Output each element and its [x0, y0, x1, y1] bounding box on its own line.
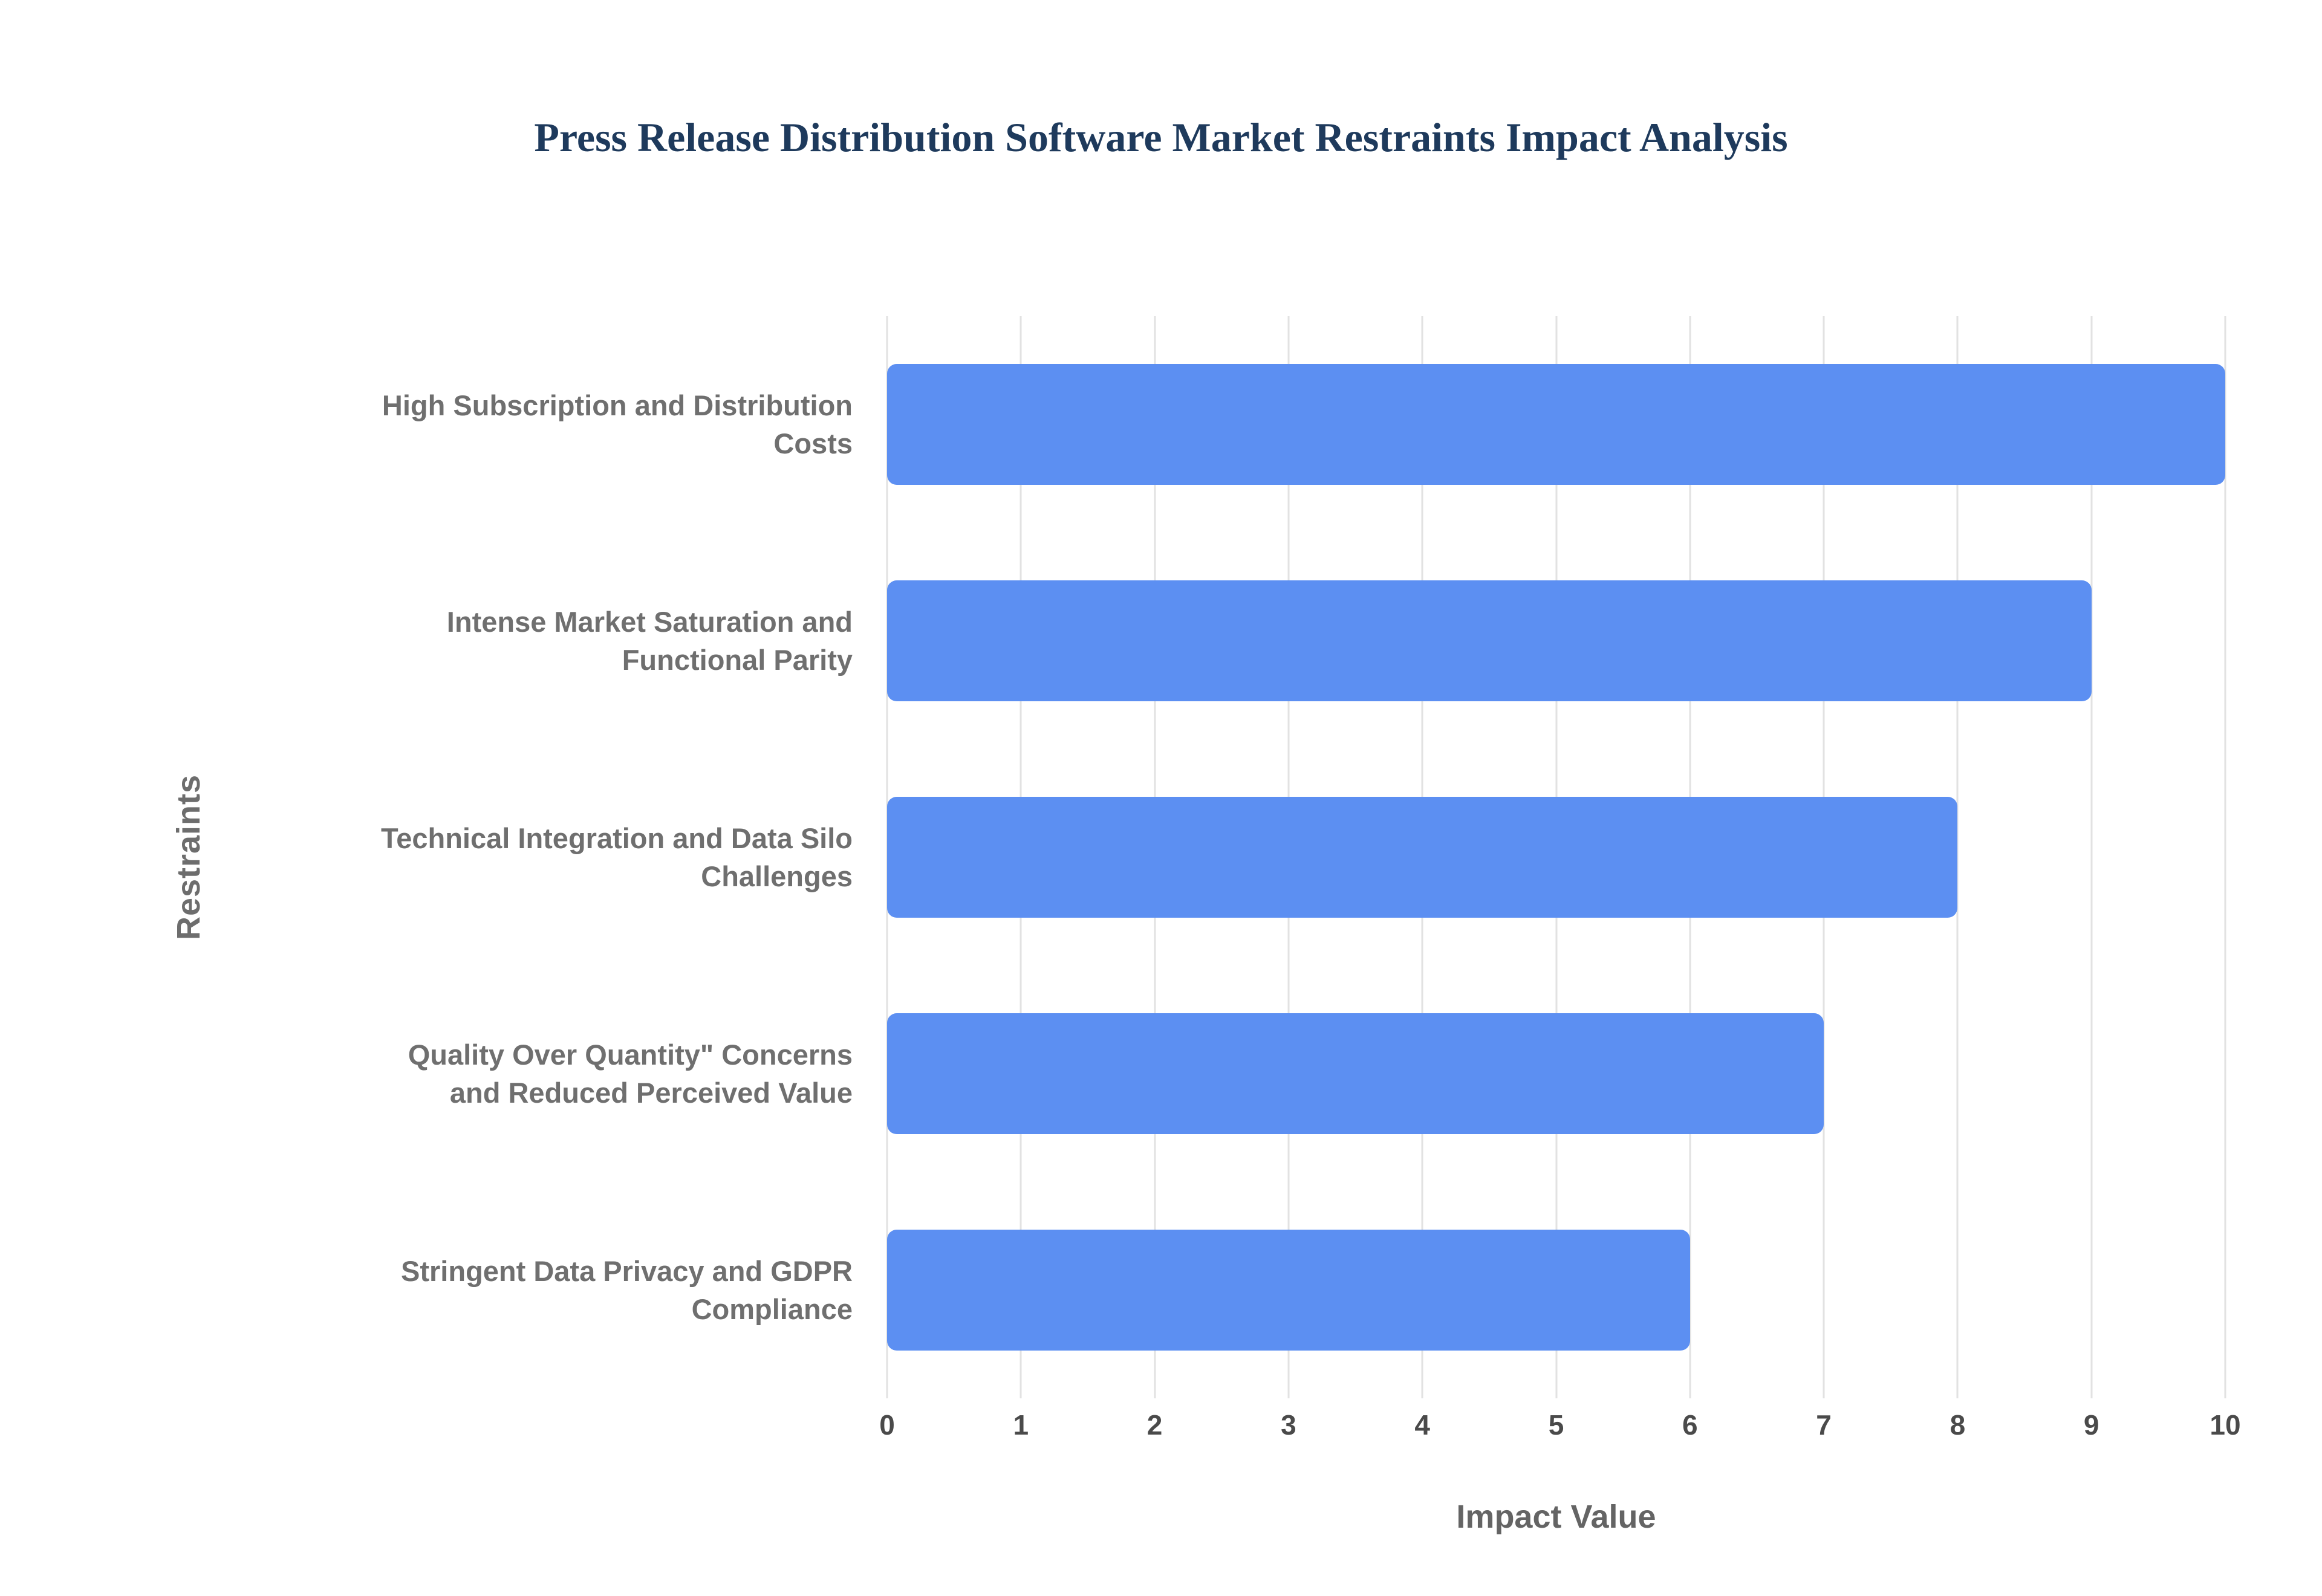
- x-tick-label: 5: [1548, 1409, 1564, 1441]
- bar: [887, 1013, 1824, 1134]
- bar: [887, 797, 1958, 918]
- bar: [887, 364, 2225, 485]
- bar-row: [887, 316, 2225, 533]
- gridline: [2224, 316, 2226, 1398]
- bar: [887, 580, 2092, 701]
- x-tick-label: 9: [2083, 1409, 2099, 1441]
- x-tick-label: 3: [1281, 1409, 1296, 1441]
- x-tick-label: 0: [879, 1409, 895, 1441]
- x-axis-ticks: 0 1 2 3 4 5 6 7 8 9 10: [879, 1409, 2240, 1451]
- x-tick-label: 8: [1950, 1409, 1966, 1441]
- bars-area: [887, 316, 2225, 1398]
- x-tick-label: 4: [1414, 1409, 1430, 1441]
- bar-row: [887, 533, 2225, 749]
- category-label: High Subscription and Distribution Costs: [382, 389, 853, 459]
- category-label: Technical Integration and Data Silo Chal…: [381, 822, 853, 892]
- chart-title: Press Release Distribution Software Mark…: [534, 114, 1788, 160]
- gridline: [1956, 316, 1959, 1398]
- category-label: Intense Market Saturation and Functional…: [446, 605, 853, 676]
- x-tick-label: 2: [1146, 1409, 1163, 1441]
- category-labels: High Subscription and Distribution Costs…: [351, 316, 853, 1398]
- bar-row: [887, 965, 2225, 1182]
- category-label: Quality Over Quantity" Concerns and Redu…: [408, 1038, 853, 1109]
- bar: [887, 1230, 1690, 1351]
- x-tick-label: 10: [2210, 1409, 2241, 1441]
- x-tick-label: 7: [1816, 1409, 1832, 1441]
- x-tick-label: 1: [1013, 1409, 1029, 1441]
- gridline: [2090, 316, 2093, 1398]
- y-axis-title: Restraints: [171, 774, 207, 941]
- x-axis-title: Impact Value: [1456, 1499, 1656, 1535]
- bar-row: [887, 749, 2225, 965]
- plot-area: [886, 316, 2226, 1398]
- bar-row: [887, 1182, 2225, 1398]
- x-tick-label: 6: [1682, 1409, 1698, 1441]
- category-label: Stringent Data Privacy and GDPR Complian…: [401, 1254, 853, 1325]
